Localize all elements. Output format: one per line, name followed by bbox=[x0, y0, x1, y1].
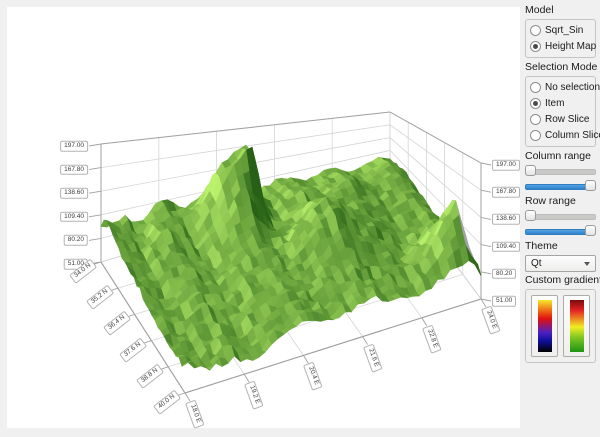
grid-line bbox=[480, 298, 487, 308]
theme-label: Theme bbox=[525, 240, 558, 252]
row-max-slider[interactable] bbox=[525, 225, 596, 237]
custom-gradient-label: Custom gradient bbox=[525, 274, 600, 286]
z-axis-tick-label-left: 197.00 bbox=[60, 140, 88, 152]
radio-option-label: Height Map bbox=[545, 41, 597, 52]
control-panel: Model Sqrt_Sin Height Map Selection Mode … bbox=[520, 0, 600, 437]
radio-option-column-slice[interactable]: Column Slice bbox=[530, 130, 600, 141]
gradient-two-swatch bbox=[569, 300, 584, 352]
z-axis-tick-label-left: 80.20 bbox=[63, 235, 88, 246]
grid-line bbox=[389, 137, 482, 218]
grid-line bbox=[389, 111, 482, 164]
grid-line bbox=[88, 143, 102, 147]
dropdown-arrow-icon bbox=[584, 261, 590, 266]
grid-line bbox=[389, 124, 482, 191]
radio-option-label: Row Slice bbox=[545, 114, 590, 125]
radio-option-row-slice[interactable]: Row Slice bbox=[530, 114, 593, 125]
model-radio-group: Sqrt_Sin Height Map bbox=[525, 19, 596, 58]
grid-line bbox=[88, 167, 102, 171]
radio-option-label: Column Slice bbox=[545, 130, 600, 141]
z-axis-tick-label-left: 167.80 bbox=[60, 164, 88, 175]
row-range-label: Row range bbox=[525, 195, 576, 207]
grid-line bbox=[88, 214, 102, 218]
z-axis-tick-label-right: 167.80 bbox=[492, 186, 520, 198]
z-axis-tick-label-right: 138.60 bbox=[492, 214, 520, 225]
grid-line bbox=[243, 373, 250, 383]
radio-button-icon[interactable] bbox=[530, 98, 541, 109]
grid-line bbox=[480, 189, 492, 193]
grid-line bbox=[480, 271, 492, 275]
z-axis-tick-label-right: 80.20 bbox=[492, 268, 517, 280]
model-section-label: Model bbox=[525, 4, 554, 16]
radio-button-icon[interactable] bbox=[530, 25, 541, 36]
radio-button-icon[interactable] bbox=[530, 130, 541, 141]
grid-line bbox=[184, 298, 482, 394]
radio-option-label: Item bbox=[545, 98, 565, 109]
z-axis-tick-label-right: 51.00 bbox=[492, 295, 517, 307]
radio-option-sqrt-sin[interactable]: Sqrt_Sin bbox=[530, 25, 593, 36]
radio-option-no-selection[interactable]: No selection bbox=[530, 82, 600, 93]
column-max-slider[interactable] bbox=[525, 180, 596, 192]
radio-button-icon[interactable] bbox=[530, 82, 541, 93]
grid-line bbox=[362, 336, 368, 345]
grid-line bbox=[421, 317, 428, 327]
grid-line bbox=[100, 261, 186, 394]
grid-line bbox=[184, 392, 191, 402]
slider-handle[interactable] bbox=[525, 210, 536, 221]
radio-button-icon[interactable] bbox=[530, 41, 541, 52]
grid-line bbox=[480, 244, 492, 248]
radio-option-height-map[interactable]: Height Map bbox=[530, 41, 597, 52]
theme-dropdown[interactable]: Qt bbox=[525, 255, 596, 272]
column-range-label: Column range bbox=[525, 150, 591, 162]
grid-line bbox=[480, 162, 492, 166]
grid-line bbox=[480, 298, 492, 302]
row-range-sliders bbox=[525, 210, 596, 237]
row-min-slider[interactable] bbox=[525, 210, 596, 222]
surface-facet bbox=[181, 360, 192, 367]
grid-line bbox=[480, 216, 492, 220]
slider-handle[interactable] bbox=[585, 180, 596, 191]
grid-line bbox=[389, 150, 482, 245]
radio-option-item[interactable]: Item bbox=[530, 98, 593, 109]
radio-button-icon[interactable] bbox=[530, 114, 541, 125]
grid-line bbox=[303, 355, 309, 364]
z-axis-tick-label-right: 197.00 bbox=[492, 159, 520, 171]
grid-line bbox=[88, 237, 102, 241]
slider-handle[interactable] bbox=[525, 165, 536, 176]
surface-3d-chart[interactable]: 51.00 51.00 80.20 80.20 109.40 109.40 138.60 13… bbox=[7, 7, 520, 429]
selection-mode-section-label: Selection Mode bbox=[525, 61, 598, 73]
gradient-button-frame bbox=[525, 289, 596, 363]
radio-option-label: Sqrt_Sin bbox=[545, 25, 584, 36]
z-axis-tick-label-left: 109.40 bbox=[60, 211, 88, 223]
surface-plot-canvas[interactable] bbox=[7, 7, 520, 428]
theme-selected-value: Qt bbox=[531, 258, 542, 269]
column-min-slider[interactable] bbox=[525, 165, 596, 177]
gradient-two-button[interactable] bbox=[563, 295, 590, 357]
slider-handle[interactable] bbox=[585, 225, 596, 236]
grid-line bbox=[100, 111, 391, 145]
gradient-one-button[interactable] bbox=[531, 295, 558, 357]
radio-option-label: No selection bbox=[545, 82, 600, 93]
z-axis-tick-label-right: 109.40 bbox=[492, 241, 520, 252]
grid-line bbox=[88, 190, 102, 194]
z-axis-tick-label-left: 138.60 bbox=[60, 187, 88, 199]
column-range-sliders bbox=[525, 165, 596, 192]
gradient-one-swatch bbox=[537, 300, 552, 352]
selection-mode-radio-group: No selection Item Row Slice Column Slice bbox=[525, 76, 600, 147]
